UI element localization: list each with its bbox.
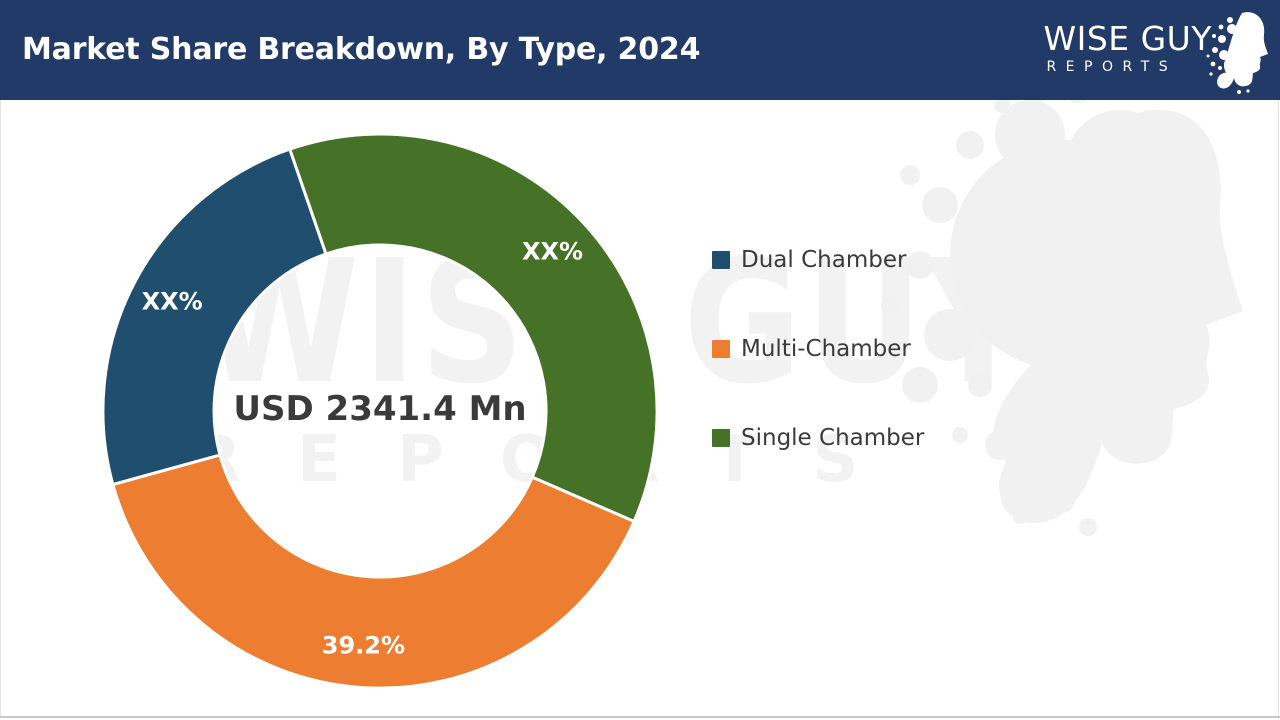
wiseguy-logo: WISE GUY REPORTS <box>1043 8 1268 94</box>
donut-segment-dual-chamber <box>101 147 328 487</box>
legend-item-multi-chamber: Multi-Chamber <box>712 336 924 362</box>
frame-right-border <box>1278 100 1279 718</box>
chart-legend: Dual Chamber Multi-Chamber Single Chamber <box>712 247 924 514</box>
wiseguy-head-watermark <box>879 67 1243 536</box>
page-title: Market Share Breakdown, By Type, 2024 <box>22 32 701 67</box>
donut-segment-multi-chamber <box>111 453 636 690</box>
header-bar: Market Share Breakdown, By Type, 2024 WI… <box>0 0 1280 100</box>
legend-label: Multi-Chamber <box>741 336 911 362</box>
wiseguy-head-icon <box>1206 12 1268 94</box>
wiseguy-logo-text: WISE GUY REPORTS <box>1043 19 1212 76</box>
segment-value-label: XX% <box>142 287 203 315</box>
legend-swatch <box>712 340 730 358</box>
donut-segment-single-chamber <box>288 132 659 523</box>
logo-wiseguy-label: WISE GUY <box>1043 19 1212 58</box>
chart-center-value: USD 2341.4 Mn <box>233 389 527 429</box>
frame-left-border <box>0 100 1 718</box>
legend-swatch <box>712 429 730 447</box>
legend-swatch <box>712 251 730 269</box>
legend-item-single-chamber: Single Chamber <box>712 425 924 451</box>
legend-label: Dual Chamber <box>741 247 907 273</box>
legend-label: Single Chamber <box>741 425 925 451</box>
logo-reports-label: REPORTS <box>1046 59 1178 75</box>
legend-item-dual-chamber: Dual Chamber <box>712 247 924 273</box>
watermark-reports-text: REPORTS <box>192 428 914 492</box>
segment-value-label: 39.2% <box>322 631 405 659</box>
segment-value-label: XX% <box>522 238 583 266</box>
frame-bottom-border <box>0 716 1280 718</box>
